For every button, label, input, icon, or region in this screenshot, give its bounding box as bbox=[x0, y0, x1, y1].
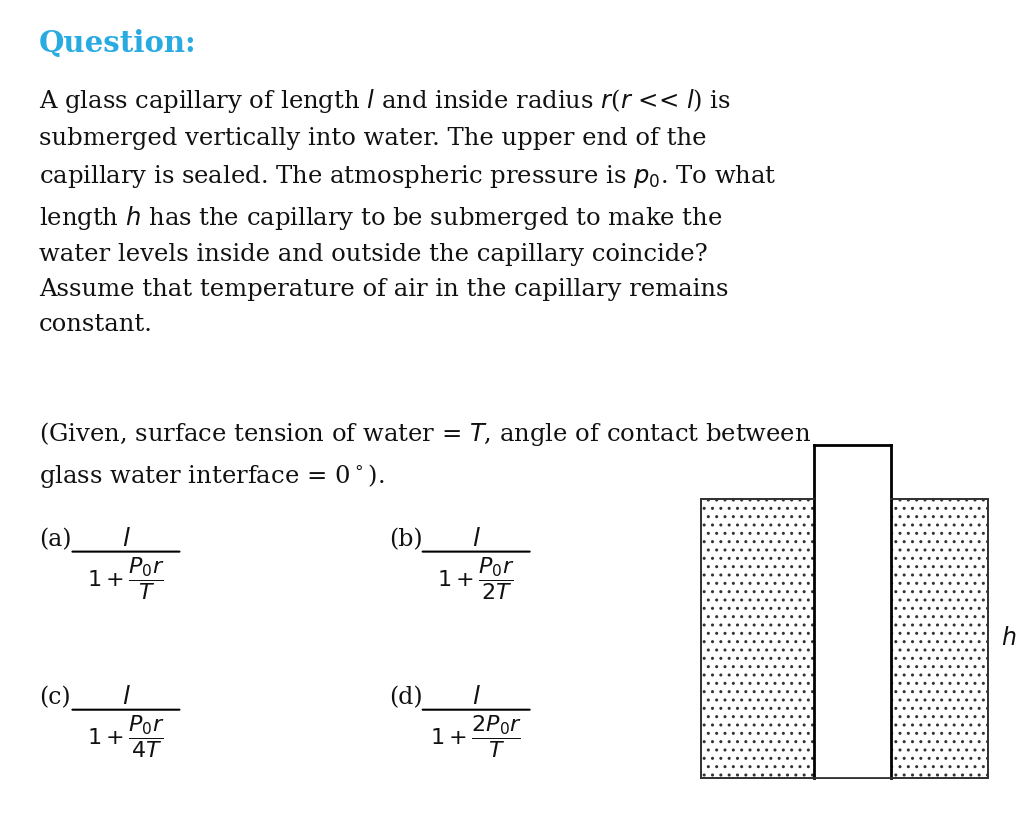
Text: $l$: $l$ bbox=[472, 686, 480, 710]
Text: $l$: $l$ bbox=[122, 528, 130, 552]
Text: (a): (a) bbox=[39, 528, 72, 552]
Bar bbox=[701, 499, 988, 778]
Text: (c): (c) bbox=[39, 686, 71, 710]
Text: $1 + \dfrac{P_0 r}{T}$: $1 + \dfrac{P_0 r}{T}$ bbox=[87, 556, 165, 602]
Text: (Given, surface tension of water = $T$, angle of contact between
glass water int: (Given, surface tension of water = $T$, … bbox=[39, 420, 811, 490]
Text: (b): (b) bbox=[389, 528, 423, 552]
Text: $1 + \dfrac{P_0 r}{4T}$: $1 + \dfrac{P_0 r}{4T}$ bbox=[87, 714, 165, 760]
Text: $l$: $l$ bbox=[122, 686, 130, 710]
Bar bbox=[814, 499, 891, 778]
Text: $1 + \dfrac{2P_0 r}{T}$: $1 + \dfrac{2P_0 r}{T}$ bbox=[430, 714, 522, 760]
Text: $1 + \dfrac{P_0 r}{2T}$: $1 + \dfrac{P_0 r}{2T}$ bbox=[437, 556, 515, 602]
Text: Question:: Question: bbox=[39, 29, 197, 58]
Bar bbox=[814, 445, 891, 499]
Text: A glass capillary of length $l$ and inside radius $r$($r$ << $l$) is
submerged v: A glass capillary of length $l$ and insi… bbox=[39, 87, 776, 336]
Text: (d): (d) bbox=[389, 686, 423, 710]
Text: $l$: $l$ bbox=[472, 528, 480, 552]
Text: $h$: $h$ bbox=[1001, 627, 1017, 650]
